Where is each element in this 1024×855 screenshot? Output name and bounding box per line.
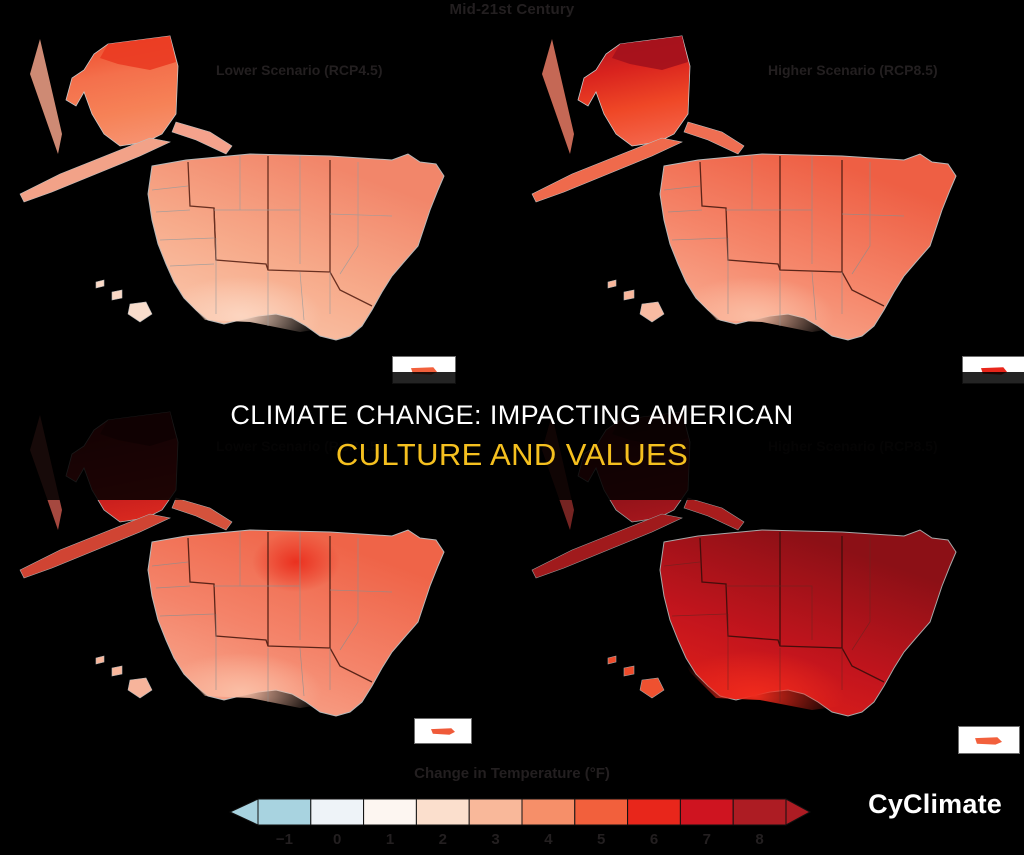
colorbar-extend-max — [785, 798, 812, 826]
colorbar-segment — [574, 798, 629, 826]
overlay-headline-secondary: CULTURE AND VALUES — [335, 437, 689, 472]
colorbar-tick: 2 — [438, 831, 447, 848]
colorbar-segment — [468, 798, 523, 826]
colorbar-tick: −1 — [275, 831, 293, 848]
title-overlay-band: CLIMATE CHANGE: IMPACTING AMERICAN CULTU… — [0, 372, 1024, 500]
colorbar-segment — [310, 798, 365, 826]
colorbar-tick: 8 — [755, 831, 764, 848]
colorbar-segment — [679, 798, 734, 826]
colorbar-extend-min — [228, 798, 259, 826]
panel-top-left[interactable]: Lower Scenario (RCP4.5) — [0, 14, 512, 384]
colorbar-tick: 3 — [491, 831, 500, 848]
colorbar-label: Change in Temperature (°F) — [414, 765, 610, 782]
map-top-right — [512, 14, 1024, 374]
colorbar-tick: 0 — [333, 831, 342, 848]
colorbar-segment — [257, 798, 312, 826]
colorbar-tick: 4 — [544, 831, 553, 848]
colorbar-segment — [521, 798, 576, 826]
colorbar-segment — [627, 798, 681, 826]
brand-watermark: CyClimate — [868, 789, 1002, 819]
colorbar-tick: 5 — [597, 831, 606, 848]
colorbar-tick: 7 — [702, 831, 711, 848]
colorbar-segment — [415, 798, 470, 826]
figure-suptitle: Mid-21st Century — [449, 1, 575, 18]
puerto-rico-inset-bottom-left — [414, 718, 472, 744]
panel-top-right[interactable]: Higher Scenario (RCP8.5) — [512, 14, 1024, 384]
colorbar-tick-labels: −1 0 1 2 3 4 5 6 7 8 — [228, 831, 812, 855]
colorbar-segment — [363, 798, 417, 826]
colorbar-segment — [732, 798, 787, 826]
colorbar-tick: 1 — [385, 831, 395, 848]
map-top-left — [0, 14, 512, 374]
colorbar[interactable] — [228, 795, 812, 829]
panel-title-top-left: Lower Scenario (RCP4.5) — [216, 62, 383, 78]
colorbar-tick: 6 — [649, 831, 659, 848]
panel-title-top-right: Higher Scenario (RCP8.5) — [768, 62, 938, 78]
puerto-rico-inset-bottom-right-box — [958, 726, 1020, 754]
overlay-headline-primary: CLIMATE CHANGE: IMPACTING AMERICAN — [230, 400, 794, 430]
